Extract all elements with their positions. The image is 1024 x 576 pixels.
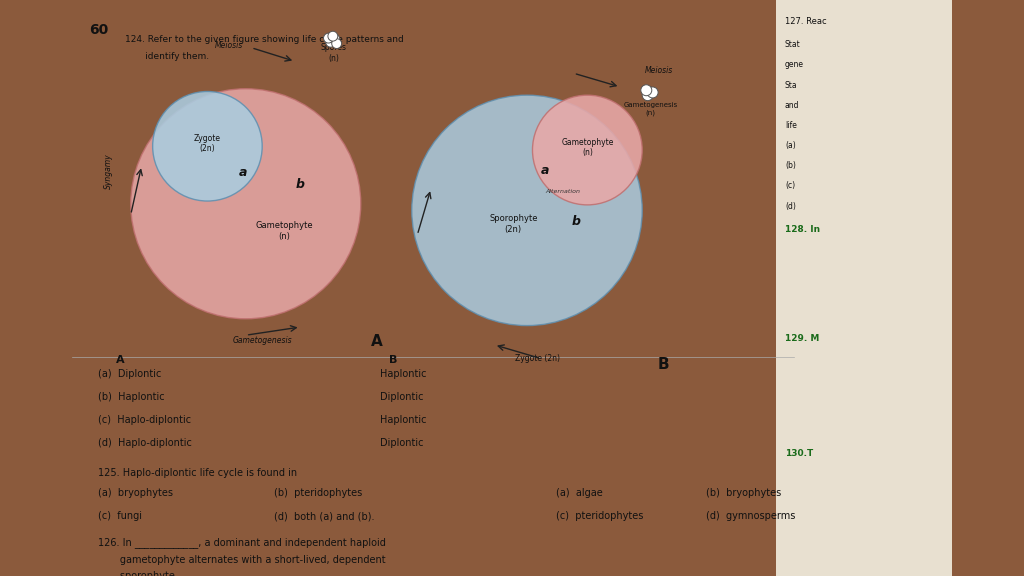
Text: (d): (d) xyxy=(785,202,796,211)
Text: Gametophyte
(n): Gametophyte (n) xyxy=(255,221,313,241)
Text: (b)  Haplontic: (b) Haplontic xyxy=(98,392,165,401)
Text: (b)  bryophytes: (b) bryophytes xyxy=(706,488,781,498)
Bar xyxy=(776,0,952,576)
Circle shape xyxy=(412,95,642,325)
Text: identify them.: identify them. xyxy=(125,52,209,61)
Circle shape xyxy=(532,95,642,205)
Circle shape xyxy=(330,34,340,44)
Text: Syngamy: Syngamy xyxy=(104,154,114,190)
Text: Sta: Sta xyxy=(785,81,798,90)
Text: a: a xyxy=(239,165,247,179)
Circle shape xyxy=(642,90,653,101)
Text: a: a xyxy=(541,164,549,177)
Text: Meiosis: Meiosis xyxy=(215,41,244,50)
Text: Haplontic: Haplontic xyxy=(380,415,426,425)
Text: (c)  Haplo-diplontic: (c) Haplo-diplontic xyxy=(98,415,191,425)
Text: Spores
(n): Spores (n) xyxy=(321,43,346,63)
Text: gene: gene xyxy=(785,60,804,70)
Text: (b): (b) xyxy=(785,161,796,170)
Text: Gametogenesis
(n): Gametogenesis (n) xyxy=(624,103,678,116)
Text: (d)  Haplo-diplontic: (d) Haplo-diplontic xyxy=(98,438,191,448)
Text: 126. In _____________, a dominant and independent haploid: 126. In _____________, a dominant and in… xyxy=(98,537,386,548)
Text: Stat: Stat xyxy=(785,40,801,50)
Text: gametophyte alternates with a short-lived, dependent: gametophyte alternates with a short-live… xyxy=(98,555,386,565)
Text: Diplontic: Diplontic xyxy=(380,438,423,448)
Text: Zygote
(2n): Zygote (2n) xyxy=(194,134,221,153)
Circle shape xyxy=(641,85,652,96)
Text: sporophyte.: sporophyte. xyxy=(98,571,178,576)
Text: and: and xyxy=(785,101,800,110)
Text: (a)  algae: (a) algae xyxy=(556,488,603,498)
Text: 124. Refer to the given figure showing life cycle patterns and: 124. Refer to the given figure showing l… xyxy=(125,35,403,44)
Text: Haplontic: Haplontic xyxy=(380,369,426,378)
Circle shape xyxy=(328,31,338,41)
Text: Zygote (2n): Zygote (2n) xyxy=(515,354,560,363)
Text: 129. M: 129. M xyxy=(785,334,819,343)
Text: 128. In: 128. In xyxy=(785,225,820,234)
Text: B: B xyxy=(658,357,670,372)
Text: Alternation: Alternation xyxy=(545,189,581,194)
Text: (d)  gymnosperms: (d) gymnosperms xyxy=(706,511,795,521)
Text: 130.T: 130.T xyxy=(785,449,813,458)
Circle shape xyxy=(131,89,360,319)
Text: (d)  both (a) and (b).: (d) both (a) and (b). xyxy=(274,511,375,521)
Text: 127. Reac: 127. Reac xyxy=(785,17,826,26)
Text: 60: 60 xyxy=(89,23,109,37)
Circle shape xyxy=(647,87,658,98)
Text: life: life xyxy=(785,121,797,130)
Text: Gametophyte
(n): Gametophyte (n) xyxy=(561,138,613,157)
Circle shape xyxy=(324,33,334,43)
Text: Meiosis: Meiosis xyxy=(644,66,673,75)
Text: (c)  pteridophytes: (c) pteridophytes xyxy=(556,511,643,521)
Text: 125. Haplo-diplontic life cycle is found in: 125. Haplo-diplontic life cycle is found… xyxy=(98,468,297,478)
Text: B: B xyxy=(389,355,397,365)
Text: (c)  fungi: (c) fungi xyxy=(98,511,142,521)
Circle shape xyxy=(326,37,336,47)
Text: A: A xyxy=(116,355,124,365)
Text: Sporophyte
(2n): Sporophyte (2n) xyxy=(489,214,538,234)
Text: A: A xyxy=(371,334,383,349)
Text: Gametogenesis: Gametogenesis xyxy=(232,336,292,346)
Text: (b)  pteridophytes: (b) pteridophytes xyxy=(274,488,362,498)
Text: Diplontic: Diplontic xyxy=(380,392,423,401)
Text: (a)  Diplontic: (a) Diplontic xyxy=(98,369,162,378)
Text: b: b xyxy=(571,215,581,228)
Text: (a)  bryophytes: (a) bryophytes xyxy=(98,488,173,498)
Text: b: b xyxy=(296,178,305,191)
Text: (c): (c) xyxy=(785,181,795,191)
Circle shape xyxy=(332,39,342,48)
Text: (a): (a) xyxy=(785,141,796,150)
Circle shape xyxy=(153,92,262,201)
